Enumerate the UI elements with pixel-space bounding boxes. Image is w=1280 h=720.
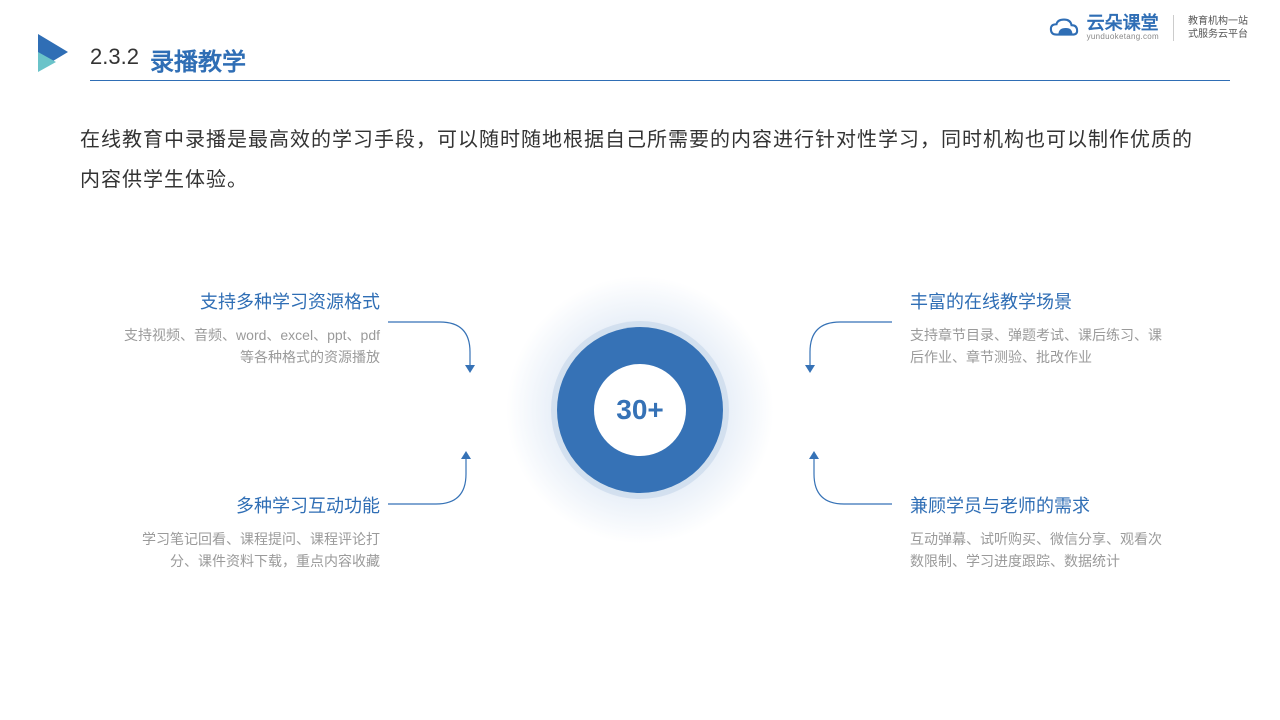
feature-desc: 支持章节目录、弹题考试、课后练习、课后作业、章节测验、批改作业 (910, 324, 1170, 369)
title-underline (90, 80, 1230, 81)
play-icon (34, 32, 74, 72)
feature-desc: 支持视频、音频、word、excel、ppt、pdf等各种格式的资源播放 (120, 324, 380, 369)
brand-logo: 云朵课堂 yunduoketang.com 教育机构一站 式服务云平台 (1049, 14, 1248, 41)
feature-title: 兼顾学员与老师的需求 (910, 492, 1170, 518)
feature-bottom-right: 兼顾学员与老师的需求 互动弹幕、试听购买、微信分享、观看次数限制、学习进度跟踪、… (910, 492, 1170, 573)
brand-slogan: 教育机构一站 式服务云平台 (1188, 15, 1248, 41)
feature-desc: 学习笔记回看、课程提问、课程评论打分、课件资料下载，重点内容收藏 (120, 528, 380, 573)
feature-title: 支持多种学习资源格式 (120, 288, 380, 314)
logo-divider (1173, 15, 1174, 41)
slogan-line-2: 式服务云平台 (1188, 28, 1248, 41)
feature-title: 丰富的在线教学场景 (910, 288, 1170, 314)
feature-title: 多种学习互动功能 (120, 492, 380, 518)
brand-domain: yunduoketang.com (1087, 32, 1159, 41)
feature-top-right: 丰富的在线教学场景 支持章节目录、弹题考试、课后练习、课后作业、章节测验、批改作… (910, 288, 1170, 369)
brand-name: 云朵课堂 (1087, 14, 1159, 32)
section-title: 录播教学 (150, 42, 246, 77)
slogan-line-1: 教育机构一站 (1188, 15, 1248, 28)
cloud-icon (1049, 17, 1079, 39)
feature-desc: 互动弹幕、试听购买、微信分享、观看次数限制、学习进度跟踪、数据统计 (910, 528, 1170, 573)
center-ring: 30+ (505, 275, 775, 545)
intro-paragraph: 在线教育中录播是最高效的学习手段，可以随时随地根据自己所需要的内容进行针对性学习… (80, 120, 1200, 200)
center-value: 30+ (594, 364, 686, 456)
section-number: 2.3.2 (90, 44, 139, 70)
feature-bottom-left: 多种学习互动功能 学习笔记回看、课程提问、课程评论打分、课件资料下载，重点内容收… (120, 492, 380, 573)
feature-top-left: 支持多种学习资源格式 支持视频、音频、word、excel、ppt、pdf等各种… (120, 288, 380, 369)
